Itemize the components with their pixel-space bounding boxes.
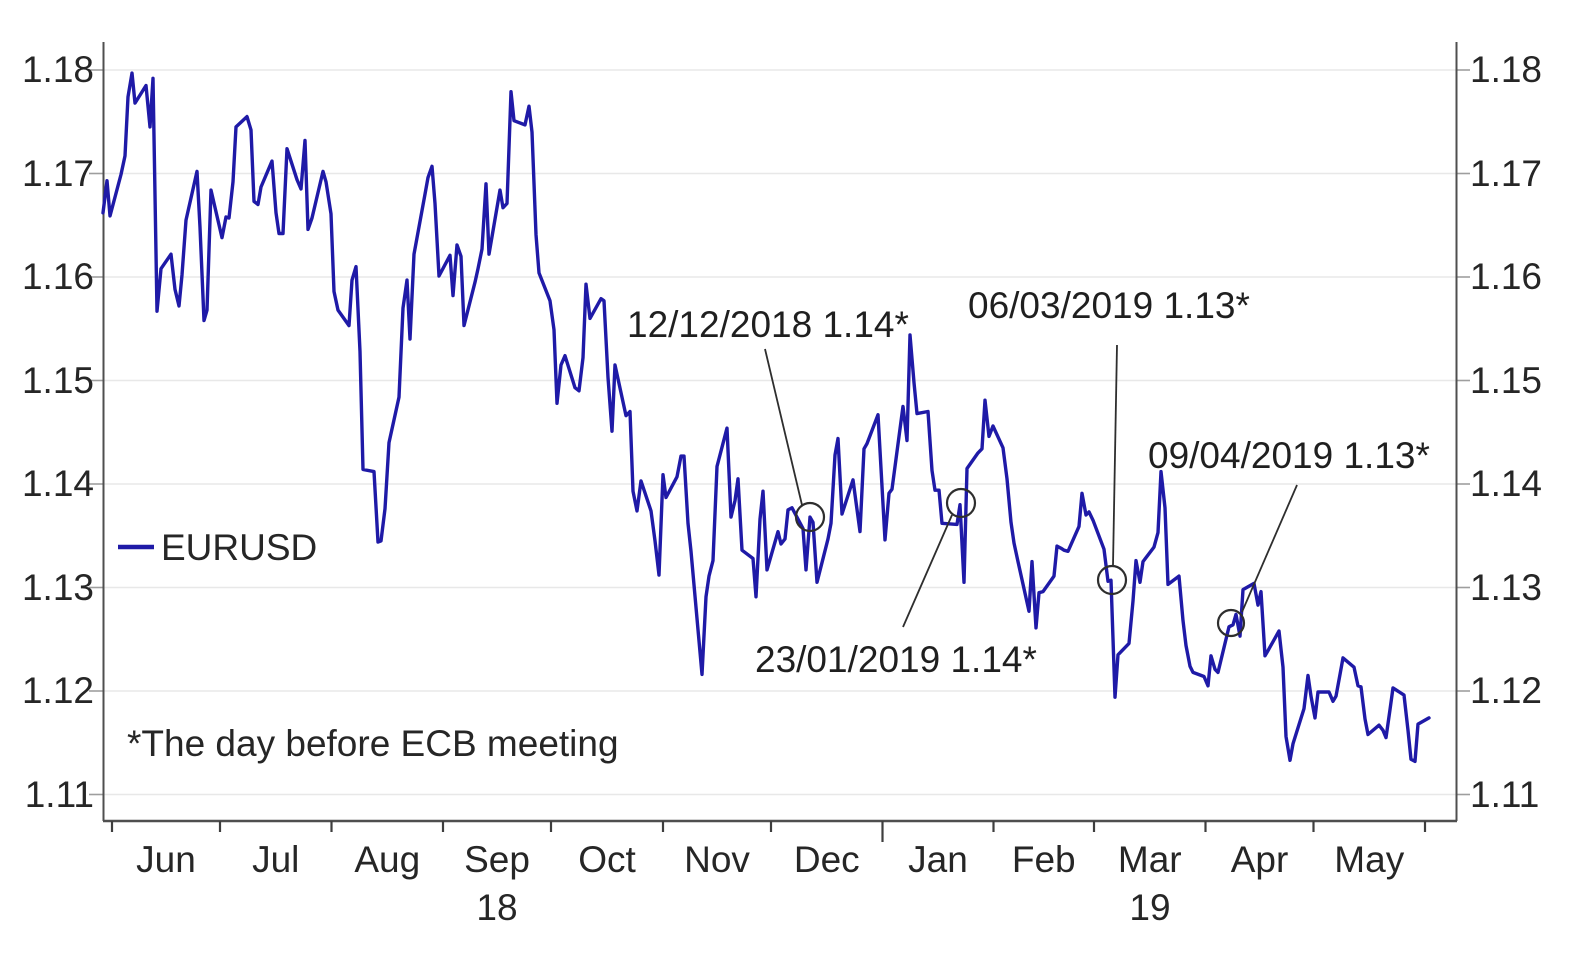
annotation-circle-marker <box>1216 608 1246 638</box>
footnote-ecb-meeting: *The day before ECB meeting <box>127 723 619 764</box>
annotation-23-01-2019: 23/01/2019 1.14* <box>755 639 1037 680</box>
eurusd-series-line <box>101 71 1431 764</box>
annotation-12-12-2018: 12/12/2018 1.14* <box>627 304 909 345</box>
annotation-09-04-2019: 09/04/2019 1.13* <box>1148 435 1430 476</box>
annotation-leader-line <box>1241 484 1298 613</box>
y-axis-label-left-1.14: 1.14 <box>21 463 94 504</box>
x-axis-label-feb: Feb <box>1011 839 1076 880</box>
x-axis-label-dec: Dec <box>793 839 860 880</box>
x-axis-label-aug: Aug <box>354 839 421 880</box>
x-axis-year-label-19: 19 <box>1129 887 1171 928</box>
y-axis-label-right-1.14: 1.14 <box>1470 463 1543 504</box>
y-axis-label-left-1.18: 1.18 <box>21 49 94 90</box>
y-axis-label-left-1.15: 1.15 <box>21 359 94 401</box>
x-axis-label-mar: Mar <box>1117 839 1182 880</box>
annotation-circle-marker <box>1096 564 1128 596</box>
x-axis-label-jan: Jan <box>908 839 968 880</box>
y-axis-label-right-1.13: 1.13 <box>1470 566 1543 608</box>
annotation-06-03-2019: 06/03/2019 1.13* <box>968 285 1250 326</box>
y-axis-label-right-1.16: 1.16 <box>1470 256 1543 297</box>
y-axis-label-left-1.11: 1.11 <box>24 773 94 815</box>
annotation-leader-line <box>902 514 953 628</box>
x-axis-label-jun: Jun <box>136 839 196 880</box>
x-axis-label-nov: Nov <box>684 839 750 880</box>
annotation-leader-line <box>1112 344 1118 566</box>
annotation-circle-marker <box>945 487 977 519</box>
y-axis-label-left-1.12: 1.12 <box>21 670 94 711</box>
y-axis-label-left-1.17: 1.17 <box>21 152 94 194</box>
annotation-leader-line <box>764 348 803 506</box>
y-axis-label-right-1.15: 1.15 <box>1470 359 1543 401</box>
x-axis-label-apr: Apr <box>1230 839 1289 880</box>
legend-label-eurusd: EURUSD <box>161 527 318 568</box>
y-axis-label-right-1.17: 1.17 <box>1470 152 1543 194</box>
x-axis-year-label-18: 18 <box>476 887 518 928</box>
x-axis-label-sep: Sep <box>464 839 530 880</box>
y-axis-label-left-1.13: 1.13 <box>21 566 94 608</box>
y-axis-label-right-1.11: 1.11 <box>1470 773 1540 815</box>
annotation-circle-marker <box>794 501 826 533</box>
y-axis-label-left-1.16: 1.16 <box>21 256 94 297</box>
x-axis-label-oct: Oct <box>578 839 636 880</box>
y-axis-label-right-1.12: 1.12 <box>1470 670 1543 711</box>
y-axis-label-right-1.18: 1.18 <box>1470 49 1543 90</box>
x-axis-label-may: May <box>1334 839 1405 880</box>
x-axis-label-jul: Jul <box>252 839 300 880</box>
